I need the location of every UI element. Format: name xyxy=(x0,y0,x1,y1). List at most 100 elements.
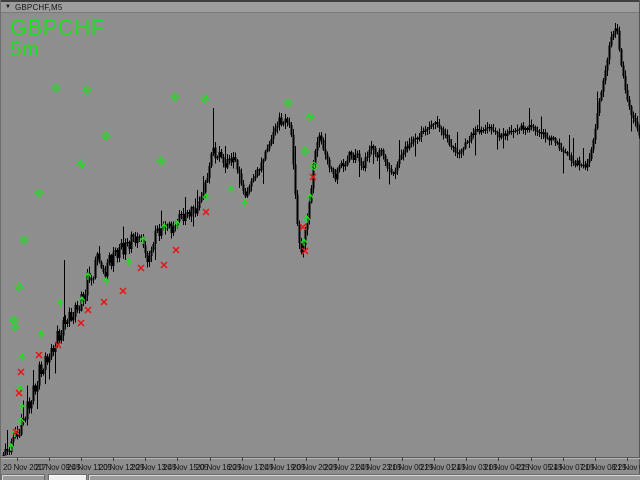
signal-diamond-icon xyxy=(9,315,19,325)
signal-diamond-icon xyxy=(309,161,319,171)
axis-label-8: 20 Nov 19:05 xyxy=(260,463,306,472)
axis-tick xyxy=(81,458,82,461)
buy-arrow-icon xyxy=(202,192,210,201)
axis-tick xyxy=(145,458,146,461)
axis-label-1: 20 Nov 09:45 xyxy=(35,463,81,472)
buy-arrow-icon xyxy=(18,352,26,361)
buy-arrow-icon xyxy=(300,237,308,246)
axis-tick xyxy=(434,458,435,461)
axis-tick xyxy=(242,458,243,461)
axis-label-5: 20 Nov 15:05 xyxy=(163,463,209,472)
bottom-window-strip xyxy=(1,474,640,480)
timeframe-watermark: 5m xyxy=(10,38,40,61)
sell-cross-icon xyxy=(54,341,62,349)
buy-arrow-icon xyxy=(125,257,133,266)
axis-tick xyxy=(338,458,339,461)
axis-tick xyxy=(627,458,628,461)
signal-diamond-icon xyxy=(51,83,61,93)
sell-cross-icon xyxy=(172,246,180,254)
axis-label-0: 20 Nov 2017 xyxy=(3,463,47,472)
window-title: GBPCHF,M5 xyxy=(14,2,63,12)
axis-label-12: 21 Nov 00:25 xyxy=(388,463,434,472)
axis-tick xyxy=(402,458,403,461)
axis-label-6: 20 Nov 16:25 xyxy=(196,463,242,472)
buy-arrow-icon xyxy=(84,271,92,280)
axis-label-19: 21 Nov 09:45 xyxy=(613,463,640,472)
signal-diamond-icon xyxy=(14,282,24,292)
sell-cross-icon xyxy=(309,173,317,181)
sell-cross-icon xyxy=(12,428,20,436)
chart-title-bar[interactable]: ▼ GBPCHF,M5 xyxy=(1,0,639,13)
signal-diamond-icon xyxy=(82,85,92,95)
buy-arrow-icon xyxy=(303,214,311,223)
axis-tick xyxy=(113,458,114,461)
axis-tick xyxy=(17,458,18,461)
sell-cross-icon xyxy=(160,261,168,269)
signal-diamond-icon xyxy=(305,112,315,122)
bottom-strip-segment-2[interactable] xyxy=(88,474,640,480)
chart-surface[interactable]: GBPCHF 5m xyxy=(1,13,640,457)
sell-cross-icon xyxy=(202,208,210,216)
signal-diamond-icon xyxy=(283,98,293,108)
bottom-strip-segment-0[interactable] xyxy=(1,474,45,480)
sell-cross-icon xyxy=(15,389,23,397)
axis-label-17: 21 Nov 07:05 xyxy=(549,463,595,472)
sell-cross-icon xyxy=(100,298,108,306)
signal-diamond-icon xyxy=(34,188,44,198)
axis-tick xyxy=(370,458,371,461)
chevron-down-icon[interactable]: ▼ xyxy=(5,4,11,10)
buy-arrow-icon xyxy=(18,402,26,411)
axis-label-4: 20 Nov 13:45 xyxy=(131,463,177,472)
signal-diamond-icon xyxy=(170,92,180,102)
buy-arrow-icon xyxy=(160,222,168,231)
axis-tick xyxy=(498,458,499,461)
axis-tick xyxy=(49,458,50,461)
buy-arrow-icon xyxy=(7,442,15,451)
symbol-watermark: GBPCHF xyxy=(10,15,105,40)
buy-arrow-icon xyxy=(241,198,249,207)
signal-diamond-icon xyxy=(19,235,29,245)
axis-label-10: 20 Nov 21:45 xyxy=(324,463,370,472)
signal-diamond-icon xyxy=(76,159,86,169)
buy-arrow-icon xyxy=(56,298,64,307)
axis-tick xyxy=(563,458,564,461)
sell-cross-icon xyxy=(77,319,85,327)
axis-tick xyxy=(306,458,307,461)
time-axis[interactable]: 20 Nov 2017 20 Nov 09:45 20 Nov 11:05 20 No… xyxy=(1,457,640,474)
buy-arrow-icon xyxy=(17,416,25,425)
signal-diamond-icon xyxy=(200,94,210,104)
axis-tick xyxy=(177,458,178,461)
buy-arrow-icon xyxy=(37,329,45,338)
buy-arrow-icon xyxy=(102,276,110,285)
axis-label-11: 20 Nov 23:05 xyxy=(356,463,402,472)
signal-diamond-icon xyxy=(10,322,20,332)
signal-diamond-icon xyxy=(300,146,310,156)
axis-tick xyxy=(531,458,532,461)
axis-tick xyxy=(595,458,596,461)
axis-tick xyxy=(274,458,275,461)
buy-arrow-icon xyxy=(78,295,86,304)
axis-tick xyxy=(210,458,211,461)
buy-arrow-icon xyxy=(139,235,147,244)
sell-cross-icon xyxy=(119,287,127,295)
sell-cross-icon xyxy=(137,264,145,272)
axis-label-14: 21 Nov 03:05 xyxy=(452,463,498,472)
sell-cross-icon xyxy=(301,247,309,255)
axis-label-7: 20 Nov 17:45 xyxy=(228,463,274,472)
candlestick-plot[interactable] xyxy=(1,13,640,457)
axis-tick xyxy=(466,458,467,461)
sell-cross-icon xyxy=(84,306,92,314)
axis-label-18: 21 Nov 08:25 xyxy=(581,463,627,472)
axis-label-2: 20 Nov 11:05 xyxy=(67,463,112,472)
buy-arrow-icon xyxy=(173,219,181,228)
sell-cross-icon xyxy=(299,223,307,231)
axis-label-15: 21 Nov 04:25 xyxy=(484,463,530,472)
axis-label-9: 20 Nov 20:25 xyxy=(292,463,338,472)
axis-label-16: 21 Nov 05:45 xyxy=(517,463,563,472)
sell-cross-icon xyxy=(17,368,25,376)
bottom-strip-segment-1[interactable] xyxy=(48,474,87,480)
buy-arrow-icon xyxy=(306,192,314,201)
axis-label-13: 21 Nov 01:45 xyxy=(420,463,466,472)
signal-diamond-icon xyxy=(101,131,111,141)
